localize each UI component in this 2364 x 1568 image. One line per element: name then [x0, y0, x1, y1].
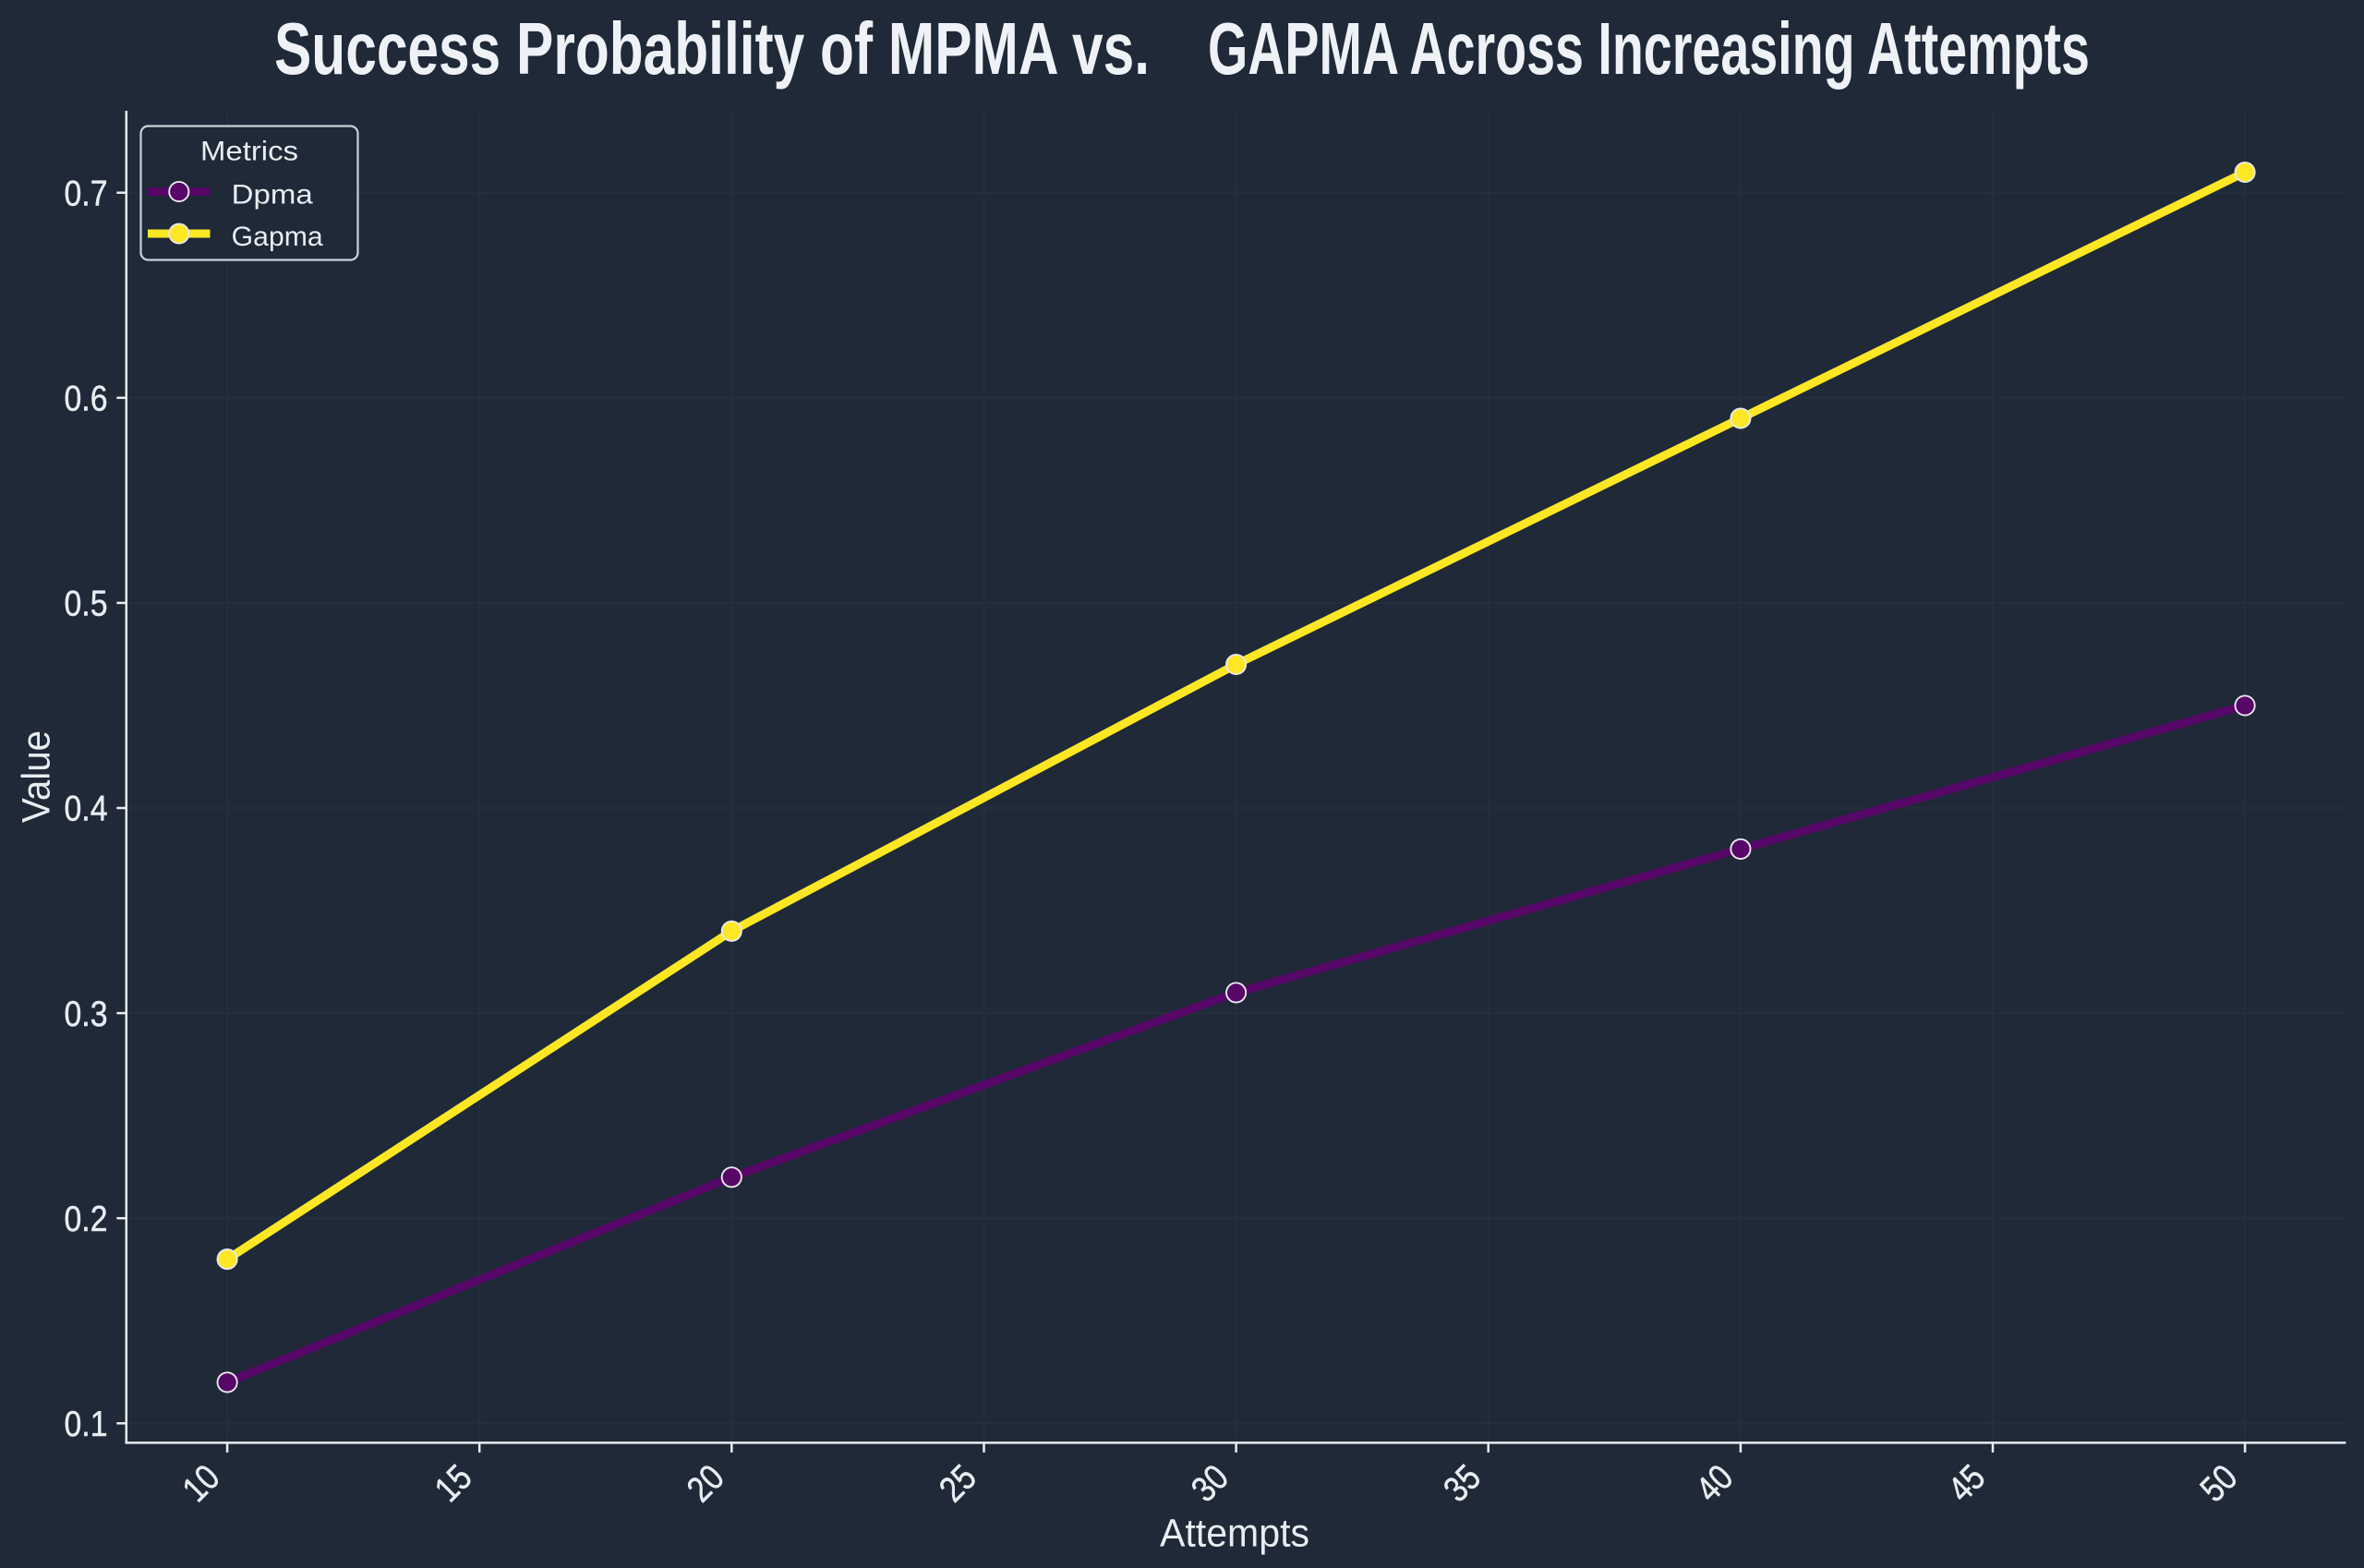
svg-text:0.4: 0.4 — [65, 790, 108, 829]
svg-text:GAPMA Across Increasing Attemp: GAPMA Across Increasing Attempts — [1208, 7, 2090, 90]
svg-text:0.2: 0.2 — [65, 1200, 108, 1239]
svg-text:0.7: 0.7 — [65, 174, 108, 213]
svg-text:Attempts: Attempts — [1160, 1512, 1309, 1556]
svg-text:Gapma: Gapma — [232, 222, 323, 252]
svg-text:Success Probability of MPMA vs: Success Probability of MPMA vs. — [274, 7, 1150, 90]
svg-text:Value: Value — [15, 730, 59, 823]
svg-text:Dpma: Dpma — [232, 179, 313, 210]
svg-text:0.5: 0.5 — [65, 585, 108, 624]
svg-text:0.3: 0.3 — [65, 995, 108, 1034]
svg-text:Metrics: Metrics — [200, 136, 298, 166]
svg-text:0.6: 0.6 — [65, 380, 108, 419]
svg-text:0.1: 0.1 — [65, 1405, 108, 1444]
